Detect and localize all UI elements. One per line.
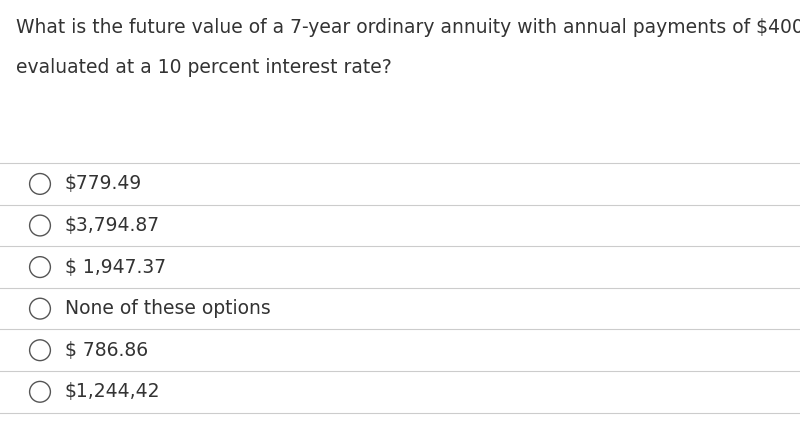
- Text: evaluated at a 10 percent interest rate?: evaluated at a 10 percent interest rate?: [16, 58, 392, 77]
- Ellipse shape: [30, 173, 50, 194]
- Text: $3,794.87: $3,794.87: [65, 216, 160, 235]
- Text: None of these options: None of these options: [65, 299, 270, 318]
- Text: $779.49: $779.49: [65, 174, 142, 194]
- Text: $1,244,42: $1,244,42: [65, 382, 160, 401]
- Text: $ 1,947.37: $ 1,947.37: [65, 257, 166, 277]
- Ellipse shape: [30, 257, 50, 278]
- Ellipse shape: [30, 381, 50, 402]
- Ellipse shape: [30, 215, 50, 236]
- Text: $ 786.86: $ 786.86: [65, 341, 148, 360]
- Ellipse shape: [30, 340, 50, 361]
- Ellipse shape: [30, 298, 50, 319]
- Text: What is the future value of a 7-year ordinary annuity with annual payments of $4: What is the future value of a 7-year ord…: [16, 18, 800, 37]
